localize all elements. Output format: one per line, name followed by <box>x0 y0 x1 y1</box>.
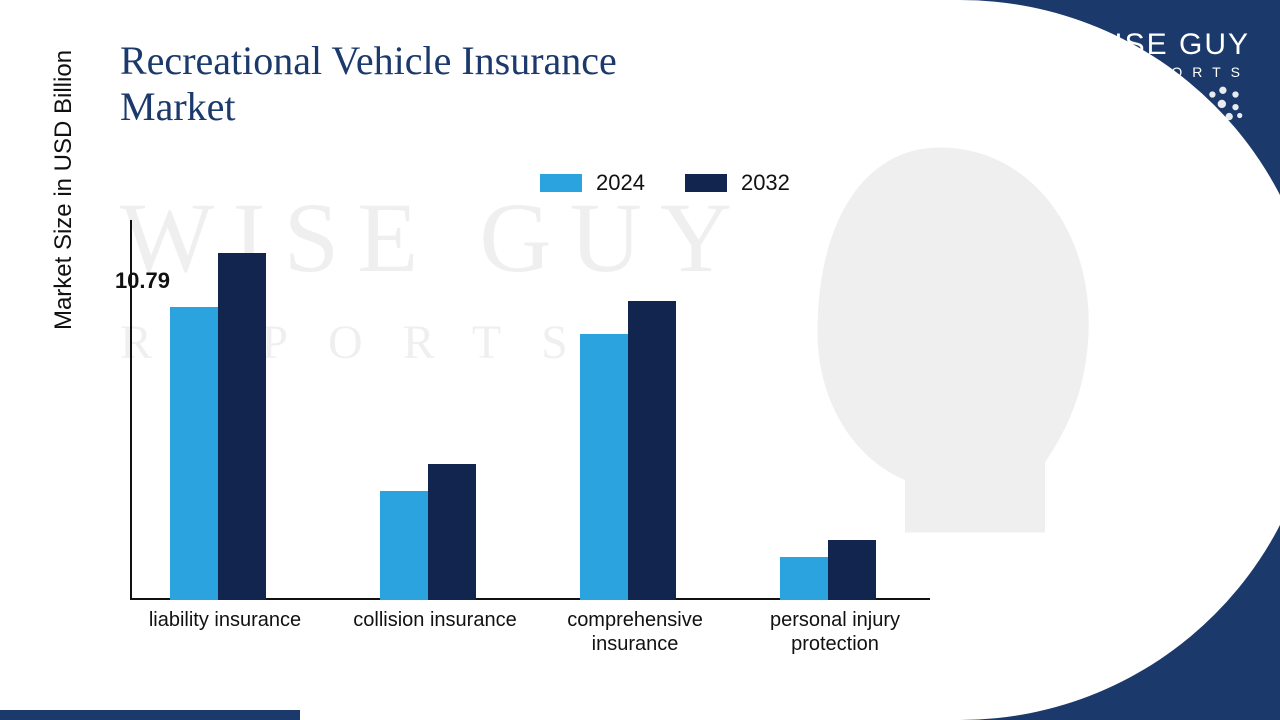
x-axis-label: comprehensive insurance <box>550 608 720 656</box>
bar <box>380 491 428 600</box>
bar <box>580 334 628 600</box>
legend-label-2024: 2024 <box>596 170 645 196</box>
chart-title: Recreational Vehicle Insurance Market <box>120 38 740 130</box>
legend: 2024 2032 <box>540 170 790 196</box>
bar <box>428 464 476 600</box>
bar <box>170 307 218 600</box>
x-axis-label: personal injury protection <box>750 608 920 656</box>
bar <box>828 540 876 600</box>
value-label: 10.79 <box>115 268 170 294</box>
legend-swatch-2024 <box>540 174 582 192</box>
bar <box>218 253 266 600</box>
legend-item-2032: 2032 <box>685 170 790 196</box>
brain-dots-icon <box>1204 84 1246 126</box>
y-axis-title: Market Size in USD Billion <box>50 0 78 400</box>
x-axis-label: collision insurance <box>350 608 520 632</box>
bottom-accent-bar <box>0 710 300 720</box>
legend-label-2032: 2032 <box>741 170 790 196</box>
x-axis-label: liability insurance <box>140 608 310 632</box>
legend-item-2024: 2024 <box>540 170 645 196</box>
bar <box>780 557 828 600</box>
legend-swatch-2032 <box>685 174 727 192</box>
brand-logo: WISE GUY REPORTS <box>1084 28 1250 80</box>
bar <box>628 301 676 600</box>
brand-line2: REPORTS <box>1084 64 1250 80</box>
chart-canvas: WISE GUY REPORTS Recreational Vehicle In… <box>0 0 1280 720</box>
brand-line1: WISE GUY <box>1084 28 1250 62</box>
plot-area: liability insurancecollision insuranceco… <box>130 220 930 600</box>
